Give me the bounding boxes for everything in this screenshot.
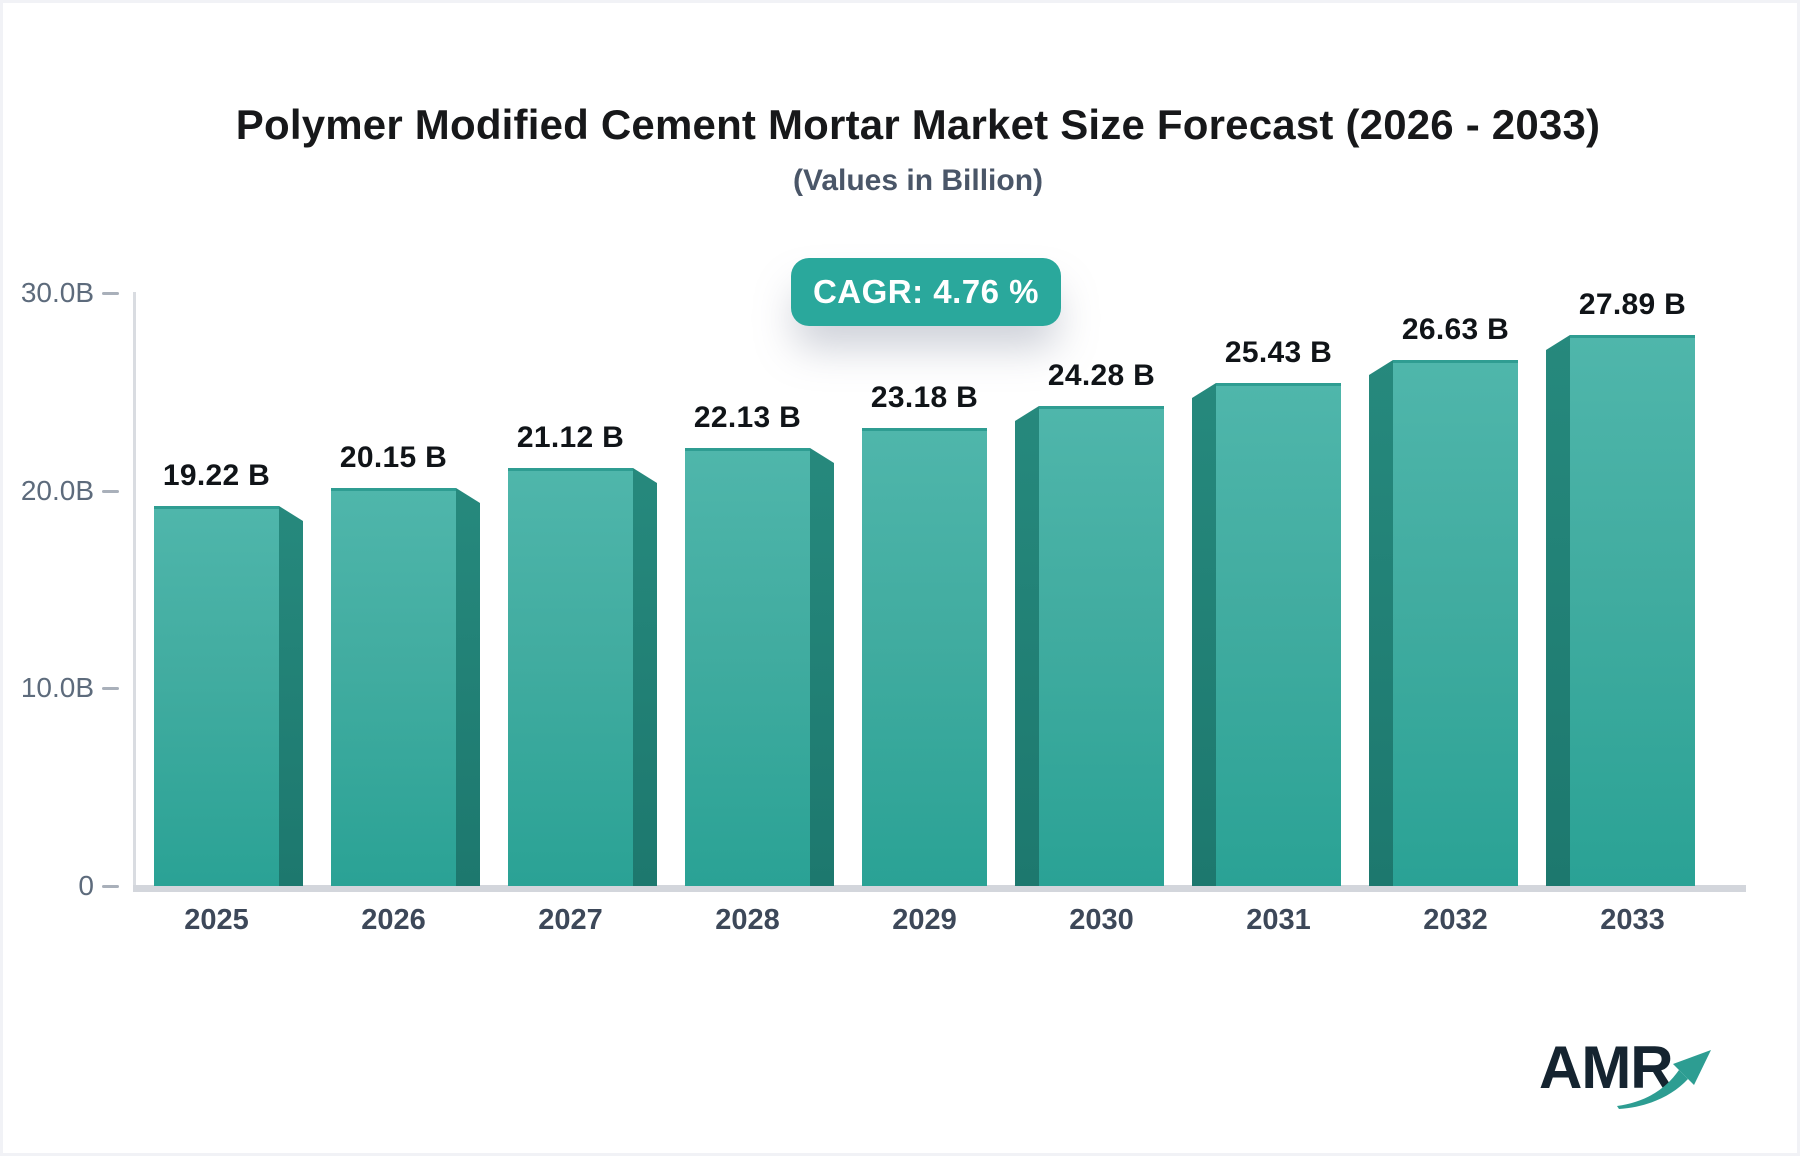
- y-axis-tick: [102, 687, 119, 690]
- x-axis-label-2033: 2033: [1600, 904, 1665, 936]
- bar-2025: [154, 506, 279, 886]
- x-axis-label-2030: 2030: [1069, 904, 1134, 936]
- bar-side-face: [1192, 383, 1216, 886]
- amr-logo: AMR: [1539, 1038, 1739, 1133]
- bar-side-face: [810, 448, 834, 886]
- bar-value-label: 27.89 B: [1578, 288, 1687, 321]
- bar-side-face: [456, 488, 480, 886]
- x-axis-label-2026: 2026: [361, 904, 426, 936]
- bar-value-label: 20.15 B: [339, 441, 448, 474]
- bar-2033: [1570, 335, 1695, 886]
- bar-2026: [331, 488, 456, 886]
- bar-value-label: 21.12 B: [516, 421, 625, 454]
- y-axis-tick-label: 30.0B: [20, 277, 94, 308]
- cagr-badge-label: CAGR: 4.76 %: [812, 273, 1040, 310]
- bar-2031: [1216, 383, 1341, 886]
- y-axis-tick-label: 0: [78, 870, 94, 901]
- bar-value-label: 22.13 B: [693, 401, 802, 434]
- y-axis-tick: [102, 885, 119, 888]
- trend-up-arrow-icon: [1617, 1050, 1711, 1109]
- bar-side-face: [279, 506, 303, 886]
- x-axis-label-2032: 2032: [1423, 904, 1488, 936]
- cagr-badge: CAGR: 4.76 %: [791, 258, 1061, 326]
- bar-value-label: 24.28 B: [1047, 359, 1156, 392]
- x-axis-label-2028: 2028: [715, 904, 780, 936]
- x-axis-label-2025: 2025: [184, 904, 249, 936]
- bar-value-label: 23.18 B: [870, 381, 979, 414]
- x-axis-label-2027: 2027: [538, 904, 603, 936]
- y-axis-tick-label: 10.0B: [20, 672, 94, 703]
- amr-logo-text: AMR: [1539, 1034, 1674, 1101]
- y-axis-tick: [102, 292, 119, 295]
- bar-side-face: [1546, 335, 1570, 886]
- y-axis-line: [133, 292, 136, 889]
- chart-subtitle: (Values in Billion): [792, 164, 1044, 197]
- bar-2029: [862, 428, 987, 886]
- y-axis-tick-label: 20.0B: [20, 475, 94, 506]
- bar-2028: [685, 448, 810, 886]
- bar-side-face: [1015, 406, 1039, 886]
- bar-side-face: [633, 468, 657, 886]
- x-axis-label-2031: 2031: [1246, 904, 1311, 936]
- bar-value-label: 25.43 B: [1224, 336, 1333, 369]
- chart-title: Polymer Modified Cement Mortar Market Si…: [235, 101, 1601, 148]
- x-axis-label-2029: 2029: [892, 904, 957, 936]
- x-axis-baseline: [133, 885, 1746, 892]
- bar-side-face: [1369, 360, 1393, 886]
- bar-value-label: 26.63 B: [1401, 313, 1510, 346]
- bar-2030: [1039, 406, 1164, 886]
- bar-value-label: 19.22 B: [162, 459, 271, 492]
- bar-2032: [1393, 360, 1518, 886]
- bar-2027: [508, 468, 633, 886]
- y-axis-tick: [102, 490, 119, 493]
